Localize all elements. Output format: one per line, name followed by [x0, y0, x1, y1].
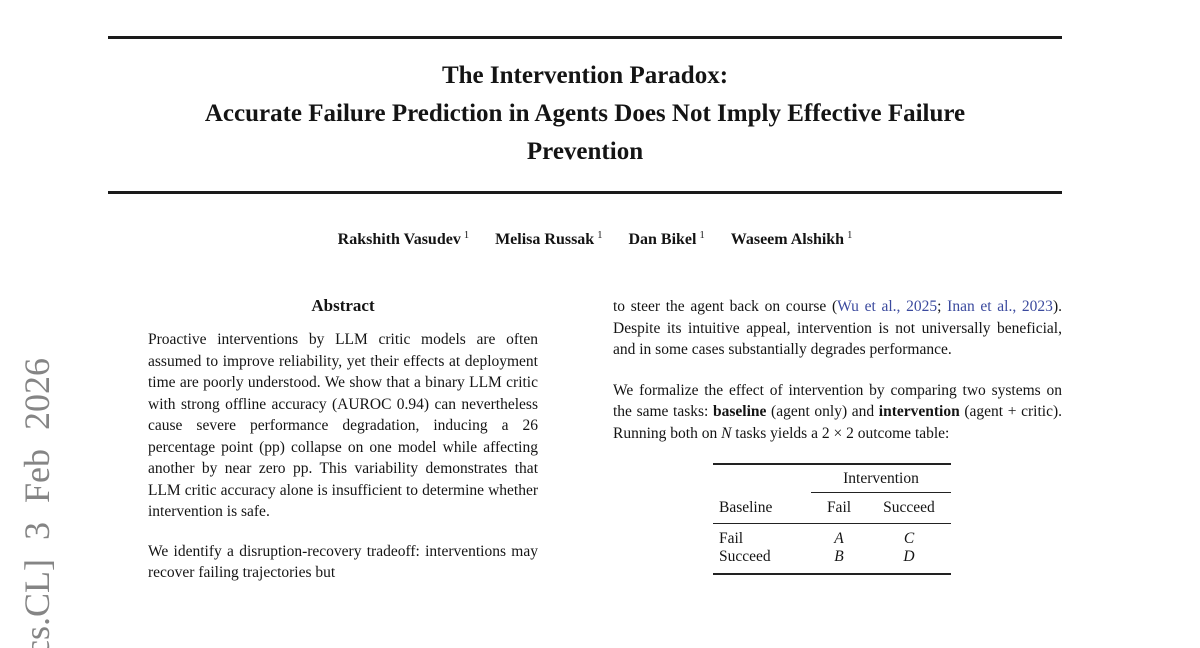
text-segment: baseline [713, 403, 767, 420]
text-segment: intervention [878, 403, 960, 420]
left-column: Abstract Proactive interventions by LLM … [120, 296, 566, 602]
table-row: Succeed B D [713, 548, 951, 573]
table-row: Fail A C [713, 524, 951, 548]
table-empty-cell [713, 470, 811, 493]
paper-title: The Intervention Paradox: Accurate Failu… [204, 62, 966, 165]
right-column: to steer the agent back on course (Wu et… [613, 296, 1062, 602]
table-group-header: Intervention [811, 470, 951, 493]
citation-link[interactable]: Wu et al., 2025 [837, 298, 938, 315]
table-cell: A [834, 530, 844, 547]
author-list: Rakshith Vasudev 1 Melisa Russak 1 Dan Bik… [120, 230, 1070, 249]
body-paragraph: to steer the agent back on course (Wu et… [613, 296, 1062, 361]
table-col-header: Fail [826, 499, 852, 516]
table-row-label: Succeed [719, 548, 771, 565]
abstract-paragraph: Proactive interventions by LLM critic mo… [148, 331, 538, 520]
affiliation-mark: 1 [597, 230, 603, 241]
outcome-table: Intervention Baseline Fail Succeed Fail … [713, 463, 951, 575]
table-row-label: Fail [719, 530, 744, 547]
affiliation-mark: 1 [847, 230, 853, 241]
table-col-header: Succeed [883, 499, 935, 516]
abstract-heading: Abstract [311, 296, 375, 315]
text-segment: tasks yields a 2 × 2 outcome table: [731, 424, 950, 442]
body-paragraph: We formalize the effect of intervention … [613, 380, 1062, 445]
author: Waseem Alshikh 1 [730, 230, 853, 249]
text-segment: (agent + critic). Running both on [613, 403, 1062, 442]
author: Rakshith Vasudev 1 [337, 230, 470, 249]
text-segment: ). Despite its intuitive appeal, interve… [613, 298, 1062, 358]
table-cell: C [903, 530, 915, 547]
title-rule-top [108, 36, 1062, 39]
text-segment: We formalize the effect of intervention … [613, 381, 1062, 421]
table-header-row: Baseline Fail Succeed [713, 493, 951, 524]
table-group-header-row: Intervention [713, 465, 951, 493]
author: Melisa Russak 1 [495, 230, 603, 249]
text-segment: (agent only) and [766, 403, 879, 420]
citation-link[interactable]: Inan et al., 2023 [947, 298, 1053, 315]
text-segment: to steer the agent back on course ( [613, 298, 838, 315]
text-segment: ; [937, 298, 948, 315]
text-segment: N [721, 424, 732, 442]
table-row-group-header: Baseline [719, 499, 773, 516]
author-name: Melisa Russak [495, 231, 595, 249]
two-column-body: Abstract Proactive interventions by LLM … [120, 296, 1062, 602]
affiliation-mark: 1 [699, 230, 705, 241]
title-rule-bottom [108, 191, 1062, 194]
author: Dan Bikel 1 [628, 230, 705, 249]
author-name: Waseem Alshikh [730, 231, 845, 249]
author-name: Dan Bikel [628, 231, 697, 249]
arxiv-stamp: [cs.CL] 3 Feb 2026 [17, 358, 57, 648]
affiliation-mark: 1 [463, 230, 470, 241]
table-cell: D [903, 548, 915, 565]
table-cell: B [834, 548, 844, 565]
abstract-paragraph: We identify a disruption-recovery tradeo… [148, 542, 538, 582]
author-name: Rakshith Vasudev [337, 231, 461, 249]
